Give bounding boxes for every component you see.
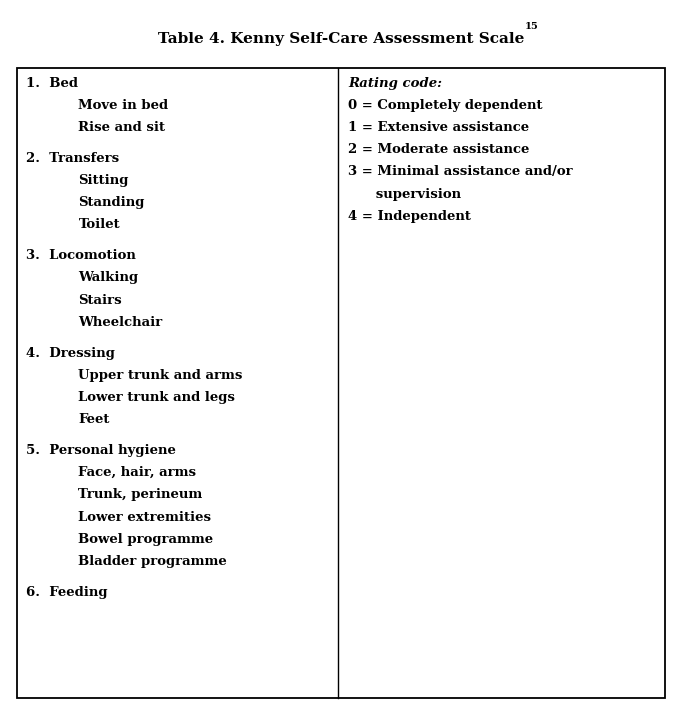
Text: 6.  Feeding: 6. Feeding bbox=[26, 586, 108, 599]
Text: 5.  Personal hygiene: 5. Personal hygiene bbox=[26, 444, 176, 457]
Text: Rise and sit: Rise and sit bbox=[78, 121, 166, 134]
Text: Walking: Walking bbox=[78, 271, 138, 284]
Text: Sitting: Sitting bbox=[78, 174, 129, 187]
Text: supervision: supervision bbox=[348, 188, 461, 200]
Text: 3 = Minimal assistance and/or: 3 = Minimal assistance and/or bbox=[348, 165, 572, 178]
Text: Toilet: Toilet bbox=[78, 218, 120, 231]
Text: 2.  Transfers: 2. Transfers bbox=[26, 152, 119, 165]
Text: 1.  Bed: 1. Bed bbox=[26, 77, 78, 90]
Text: Lower trunk and legs: Lower trunk and legs bbox=[78, 391, 235, 404]
Text: 0 = Completely dependent: 0 = Completely dependent bbox=[348, 99, 542, 112]
Text: 4.  Dressing: 4. Dressing bbox=[26, 347, 115, 359]
Text: Wheelchair: Wheelchair bbox=[78, 316, 163, 329]
Text: Table 4. Kenny Self-Care Assessment Scale: Table 4. Kenny Self-Care Assessment Scal… bbox=[158, 32, 524, 47]
Text: Lower extremities: Lower extremities bbox=[78, 511, 211, 523]
Text: 2 = Moderate assistance: 2 = Moderate assistance bbox=[348, 143, 529, 156]
Bar bbox=[17, 68, 665, 698]
Text: Upper trunk and arms: Upper trunk and arms bbox=[78, 369, 243, 382]
Text: Bladder programme: Bladder programme bbox=[78, 555, 227, 568]
Text: 15: 15 bbox=[524, 22, 538, 31]
Text: Bowel programme: Bowel programme bbox=[78, 533, 213, 546]
Text: 4 = Independent: 4 = Independent bbox=[348, 210, 471, 223]
Text: Rating code:: Rating code: bbox=[348, 77, 442, 90]
Text: Trunk, perineum: Trunk, perineum bbox=[78, 488, 203, 501]
Text: Standing: Standing bbox=[78, 196, 145, 209]
Text: Face, hair, arms: Face, hair, arms bbox=[78, 466, 196, 479]
Text: Feet: Feet bbox=[78, 413, 110, 426]
Text: 3.  Locomotion: 3. Locomotion bbox=[26, 249, 136, 262]
Text: Stairs: Stairs bbox=[78, 294, 122, 306]
Text: 1 = Extensive assistance: 1 = Extensive assistance bbox=[348, 121, 529, 134]
Text: Move in bed: Move in bed bbox=[78, 99, 168, 112]
